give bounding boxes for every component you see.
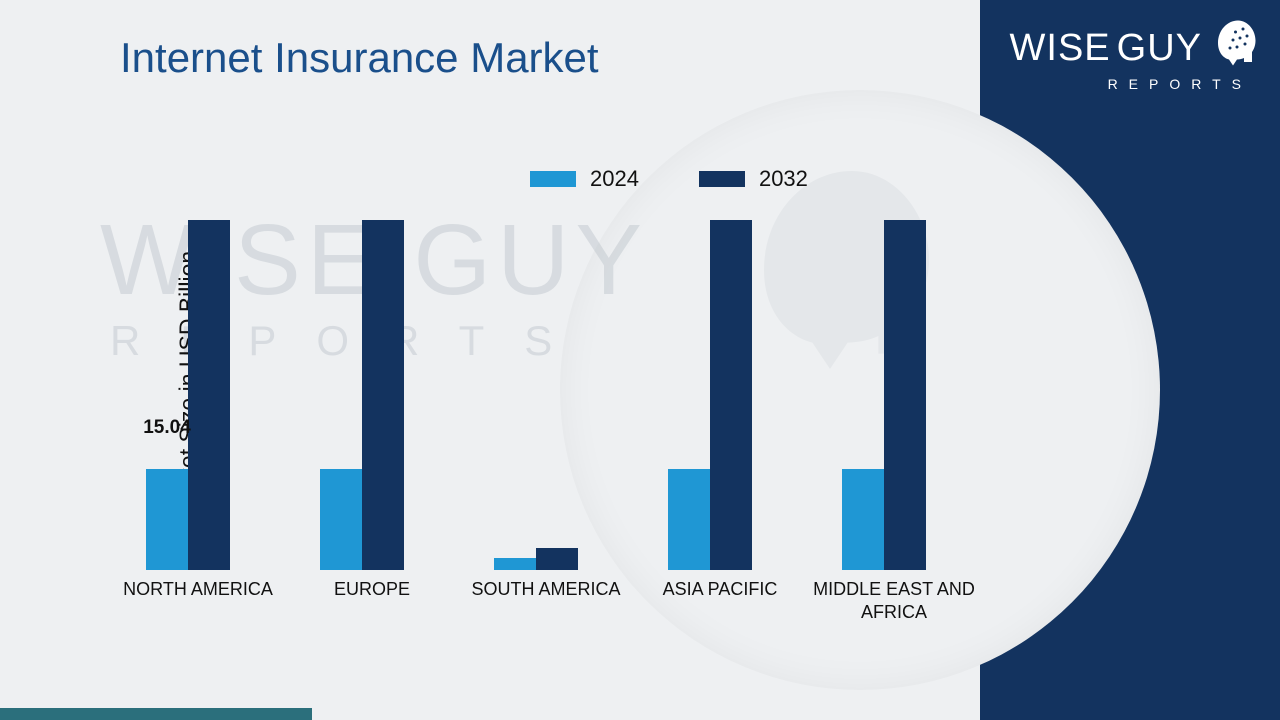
legend-item-2024: 2024 — [530, 166, 639, 192]
brand-logo: WISE GUY REPORTS — [1010, 18, 1258, 92]
legend-label-2032: 2032 — [759, 166, 808, 192]
plot-area: 15.04NORTH AMERICA EUROPE SOUTH AMERICA ASI… — [120, 200, 980, 570]
category-group: EUROPE — [312, 200, 432, 570]
category-label: ASIA PACIFIC — [624, 578, 816, 601]
bar-value-label: 15.04 — [143, 417, 191, 443]
category-group: SOUTH AMERICA — [486, 200, 606, 570]
category-label: SOUTH AMERICA — [450, 578, 642, 601]
category-group: 15.04NORTH AMERICA — [138, 200, 258, 570]
category-label: EUROPE — [276, 578, 468, 601]
bar-2024 — [842, 469, 884, 570]
bar-2024 — [494, 558, 536, 570]
category-group: ASIA PACIFIC — [660, 200, 780, 570]
brand-logo-wise: WISE — [1010, 27, 1111, 70]
category-group: MIDDLE EAST AND AFRICA — [834, 200, 954, 570]
legend-swatch-2032 — [699, 171, 745, 187]
legend: 2024 2032 — [530, 166, 808, 192]
bar-2032 — [362, 220, 404, 570]
bar-2032 — [884, 220, 926, 570]
legend-item-2032: 2032 — [699, 166, 808, 192]
category-label: MIDDLE EAST AND AFRICA — [798, 578, 990, 623]
bar-2032 — [188, 220, 230, 570]
bar-2024 — [320, 469, 362, 570]
brand-logo-line1: WISE GUY — [1010, 18, 1258, 78]
head-icon — [1208, 18, 1258, 78]
brand-logo-line2: REPORTS — [1010, 76, 1258, 92]
category-label: NORTH AMERICA — [102, 578, 294, 601]
bar-2024 — [146, 469, 188, 570]
brand-logo-guy: GUY — [1117, 27, 1202, 70]
footer-accent-bar — [0, 708, 312, 720]
bar-2024 — [668, 469, 710, 570]
legend-label-2024: 2024 — [590, 166, 639, 192]
page-root: WISE GUY REPORTS Internet Insurance Mark… — [0, 0, 1280, 720]
chart-title: Internet Insurance Market — [120, 34, 599, 82]
bar-2032 — [710, 220, 752, 570]
bar-2032 — [536, 548, 578, 570]
legend-swatch-2024 — [530, 171, 576, 187]
chart-area: Market Size in USD Billion 15.04NORTH AM… — [100, 200, 980, 570]
